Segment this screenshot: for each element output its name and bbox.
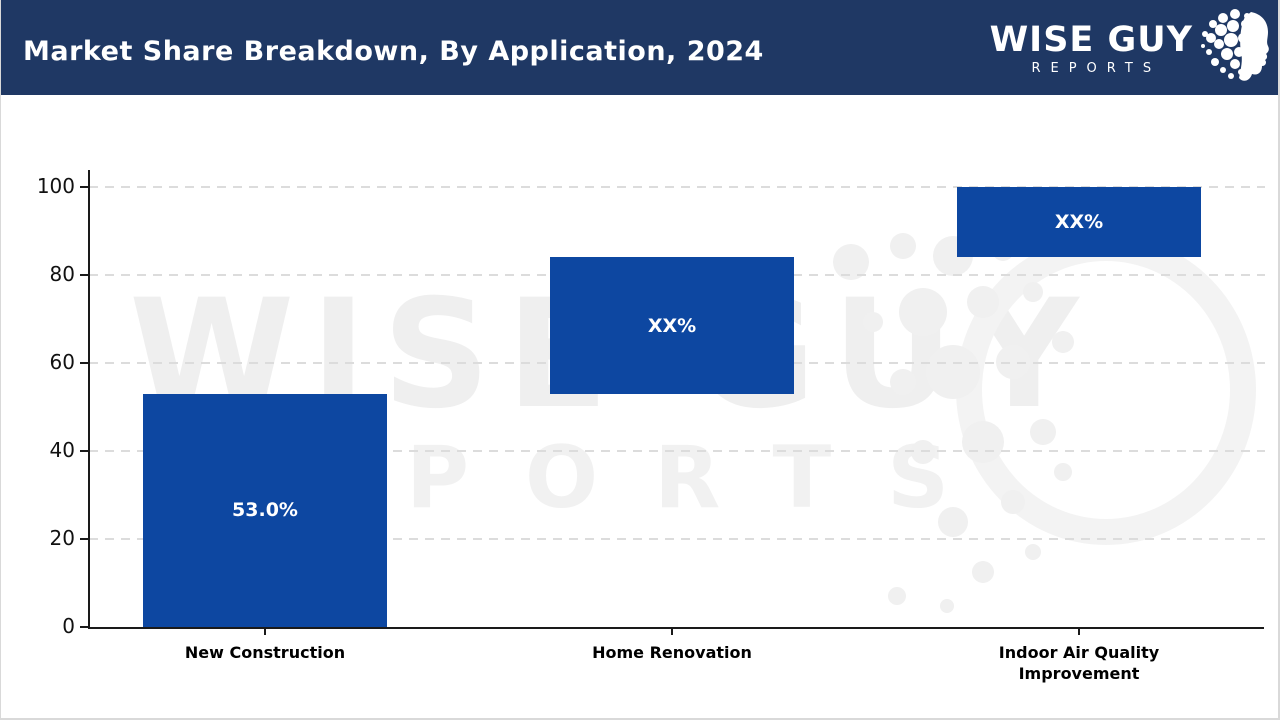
x-tick-mark [671,627,673,635]
bar-value-label: 53.0% [232,499,298,522]
grid-line [89,538,1265,540]
bar-value-label: XX% [647,314,697,337]
watermark-dot [899,288,947,336]
y-tick-label: 0 [62,614,75,638]
y-tick-mark [80,450,89,452]
y-tick-label: 40 [49,438,75,462]
watermark-dot [890,369,916,395]
watermark-dot [926,345,980,399]
watermark-dot [972,561,994,583]
watermark-dot [890,233,916,259]
bar: XX% [550,257,794,394]
watermark-dot [911,440,935,464]
header-bar: Market Share Breakdown, By Application, … [1,0,1278,95]
watermark-dot [940,599,954,613]
x-category-label: Home Renovation [592,643,752,662]
y-tick-label: 20 [49,526,75,550]
y-tick-mark [80,274,89,276]
x-tick-mark [1078,627,1080,635]
logo-subtext: REPORTS [1031,61,1162,76]
x-axis-line [88,627,1264,629]
x-tick-mark [264,627,266,635]
watermark-dot [1001,490,1025,514]
y-tick-mark [80,538,89,540]
y-tick-mark [80,362,89,364]
y-tick-mark [80,186,89,188]
watermark-dot [863,312,883,332]
watermark-dot [888,587,906,605]
logo-face-icon [1201,9,1269,81]
watermark-dot [1054,463,1072,481]
y-tick-label: 80 [49,262,75,286]
watermark-dot [962,421,1004,463]
watermark-dot [1023,282,1043,302]
y-tick-label: 60 [49,350,75,374]
y-tick-mark [80,626,89,628]
watermark-dot [938,507,968,537]
watermark-dot [1025,544,1041,560]
chart-title: Market Share Breakdown, By Application, … [23,36,764,67]
logo-wordmark-block: WISE GUY REPORTS [990,22,1193,78]
y-axis-line [88,170,90,629]
watermark-dot [967,286,999,318]
logo-wordmark: WISE GUY [989,20,1193,60]
grid-line [89,450,1265,452]
x-category-label: Indoor Air Quality Improvement [998,643,1160,683]
plot-area: 0 20 40 60 80 100 53.0% New Construction XX% Home… [1,95,1278,718]
y-tick-label: 100 [36,174,75,198]
bar: 53.0% [143,393,387,627]
grid-line [89,186,1265,188]
bar: XX% [957,187,1201,258]
watermark-dot [1030,419,1056,445]
x-category-label: New Construction [184,643,346,662]
wiseguy-logo: WISE GUY REPORTS [990,6,1271,90]
bar-value-label: XX% [1054,211,1104,234]
watermark-dot [1052,331,1074,353]
